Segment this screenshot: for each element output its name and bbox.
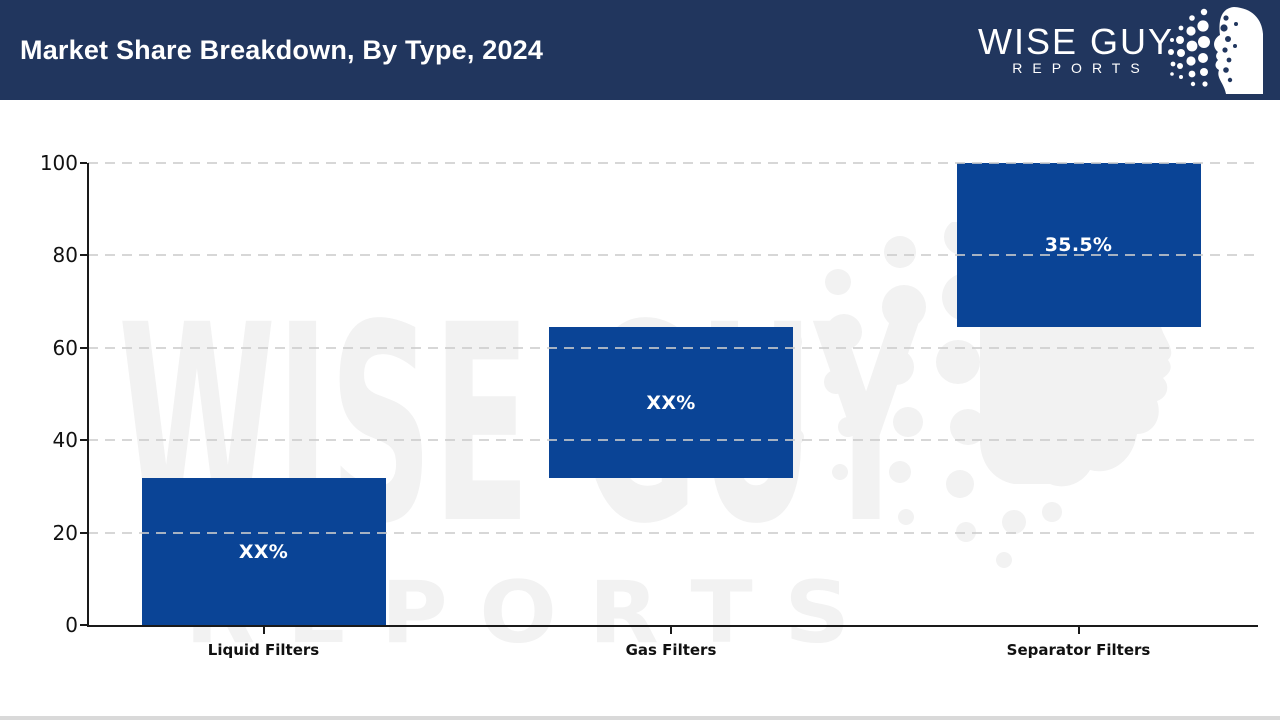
y-tick-mark [80, 162, 87, 164]
category-label: Liquid Filters [207, 641, 320, 659]
bar: XX% [549, 327, 793, 479]
brand-subtitle: REPORTS [1012, 59, 1150, 76]
face-logo-icon [1168, 7, 1263, 94]
x-axis-spine [88, 625, 1258, 627]
y-tick-label: 100 [39, 151, 78, 175]
brand-logo: WISE GUY REPORTS [978, 6, 1270, 94]
y-tick-label: 60 [52, 335, 78, 360]
y-tick-mark [80, 531, 87, 534]
y-tick-mark [80, 254, 87, 257]
bar: 35.5% [956, 163, 1201, 327]
y-tick-mark [80, 346, 87, 349]
x-tick-mark [670, 627, 672, 634]
y-tick-mark [80, 439, 87, 442]
category-label: Separator Filters [1006, 641, 1151, 659]
x-tick-mark [1077, 627, 1080, 634]
footer-strip [0, 716, 1280, 720]
gridline [88, 439, 1258, 442]
header-bar: Market Share Breakdown, By Type, 2024 WI… [0, 0, 1280, 100]
bar-value-label: XX% [646, 391, 696, 414]
brand-logo-text: WISE GUY REPORTS [977, 20, 1174, 76]
gridline [88, 346, 1258, 349]
bar-value-label: 35.5% [1044, 234, 1113, 256]
y-tick-label: 40 [52, 428, 78, 453]
bar: XX% [141, 478, 386, 625]
y-tick-mark [80, 624, 87, 626]
x-tick-mark [262, 627, 265, 634]
plot-area: 0 20 40 60 80 100 XX% Liquid Filters XX% Gas Filt… [0, 100, 1280, 716]
category-label: Gas Filters [625, 641, 717, 659]
page-title: Market Share Breakdown, By Type, 2024 [20, 34, 544, 65]
y-tick-label: 20 [52, 520, 78, 545]
gridline [88, 254, 1258, 257]
bar-value-label: XX% [238, 540, 289, 563]
y-axis-spine [87, 163, 89, 627]
gridline [88, 162, 1258, 164]
brand-name: WISE GUY [977, 20, 1174, 62]
gridline [88, 531, 1258, 534]
y-tick-label: 80 [52, 243, 78, 268]
y-tick-label: 0 [65, 613, 78, 637]
